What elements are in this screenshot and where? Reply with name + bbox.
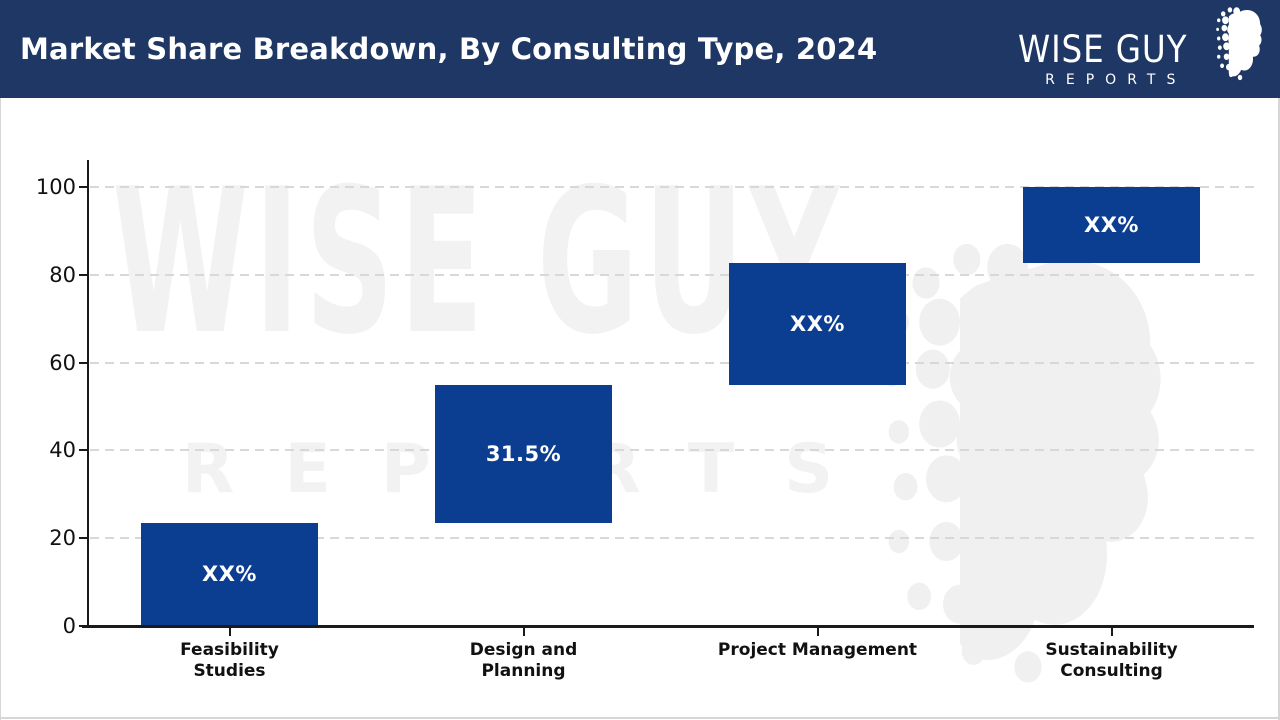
chart-area: WISE GUY REPORTS 020406080100XX%Feasibil… xyxy=(0,98,1280,720)
gridline xyxy=(90,273,1254,276)
y-tick-label: 80 xyxy=(49,262,76,287)
y-tick xyxy=(79,537,88,540)
y-tick xyxy=(79,273,88,276)
bar-value-label: 31.5% xyxy=(485,441,562,466)
y-tick xyxy=(79,449,88,452)
watermark-wordmark: WISE GUY xyxy=(112,146,845,379)
logo-text: WISE GUY REPORTS xyxy=(1018,28,1210,88)
y-tick-label: 60 xyxy=(49,350,76,375)
chart-title: Market Share Breakdown, By Consulting Ty… xyxy=(20,32,878,66)
gridline xyxy=(90,449,1254,452)
bar-value-label: XX% xyxy=(202,562,257,587)
x-tick xyxy=(1110,627,1113,636)
bar: XX% xyxy=(729,262,906,385)
bar-value-label: XX% xyxy=(1084,212,1139,237)
x-tick xyxy=(228,627,231,636)
x-category-label: Feasibility Studies xyxy=(180,640,279,681)
x-tick xyxy=(816,627,819,636)
y-tick-label: 20 xyxy=(49,526,76,551)
gridline xyxy=(90,361,1254,364)
y-axis-line xyxy=(87,160,89,628)
x-axis-line xyxy=(82,625,1254,628)
x-category-label: Sustainability Consulting xyxy=(1045,640,1178,681)
y-tick xyxy=(79,361,88,364)
wise-guy-logo: WISE GUY REPORTS xyxy=(1018,6,1268,88)
logo-head-icon xyxy=(1216,7,1262,81)
y-tick-label: 40 xyxy=(49,438,76,463)
gridline xyxy=(90,537,1254,540)
page-border-right xyxy=(1278,98,1280,720)
watermark-head-icon xyxy=(883,243,1161,683)
logo-subtitle: REPORTS xyxy=(1045,72,1187,88)
page-border-left xyxy=(0,98,1,720)
y-tick-label: 100 xyxy=(35,175,76,199)
logo-wordmark: WISE GUY xyxy=(1017,28,1187,71)
x-tick xyxy=(522,627,525,636)
x-category-label: Design and Planning xyxy=(469,640,578,681)
y-tick-label: 0 xyxy=(62,614,76,638)
bar-value-label: XX% xyxy=(790,311,845,336)
y-tick xyxy=(79,186,88,188)
page-border-bottom xyxy=(0,717,1280,719)
x-category-label: Project Management xyxy=(717,640,918,660)
bar: 31.5% xyxy=(435,384,612,523)
bar: XX% xyxy=(1023,187,1200,263)
gridline xyxy=(90,186,1254,188)
header-bar: Market Share Breakdown, By Consulting Ty… xyxy=(0,0,1280,98)
bar: XX% xyxy=(141,522,318,626)
